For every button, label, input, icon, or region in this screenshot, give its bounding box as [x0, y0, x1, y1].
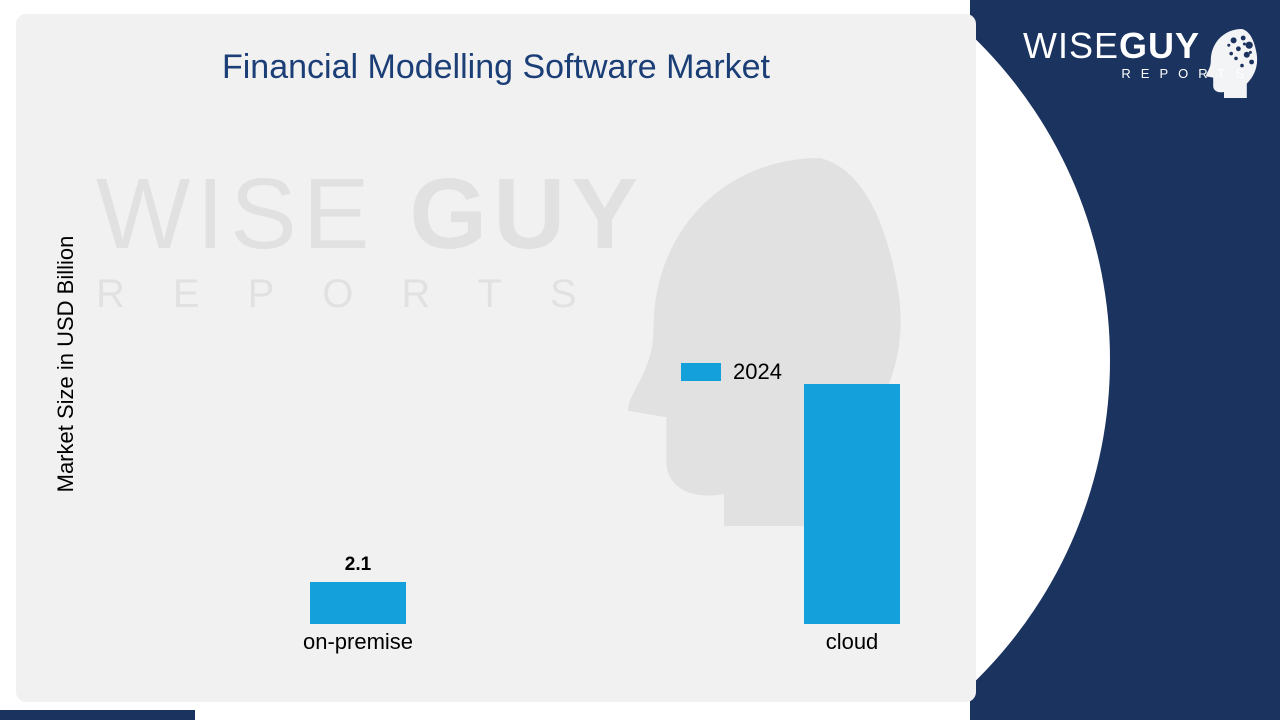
legend-swatch	[681, 363, 721, 381]
y-axis-label: Market Size in USD Billion	[53, 236, 79, 493]
category-label: cloud	[826, 629, 879, 655]
brand-main: WISE	[1023, 25, 1119, 66]
brand-head-icon	[1200, 26, 1260, 98]
plot-area: 2024 2.1on-premisecloud	[116, 124, 916, 624]
bar-cloud	[804, 384, 900, 624]
bottom-strip	[0, 710, 195, 720]
bar-on-premise	[310, 582, 406, 624]
chart-panel: WISE GUY REPORTS Financial Modelling Sof…	[16, 14, 976, 702]
brand-logo: WISEGUY REPORTS	[996, 28, 1258, 81]
bar-value-label: 2.1	[345, 554, 371, 576]
canvas: WISE GUY REPORTS Financial Modelling Sof…	[0, 0, 1280, 720]
legend: 2024	[681, 359, 782, 385]
brand-bold: GUY	[1119, 25, 1200, 66]
category-label: on-premise	[303, 629, 413, 655]
chart-title: Financial Modelling Software Market	[16, 48, 976, 87]
legend-label: 2024	[733, 359, 782, 385]
